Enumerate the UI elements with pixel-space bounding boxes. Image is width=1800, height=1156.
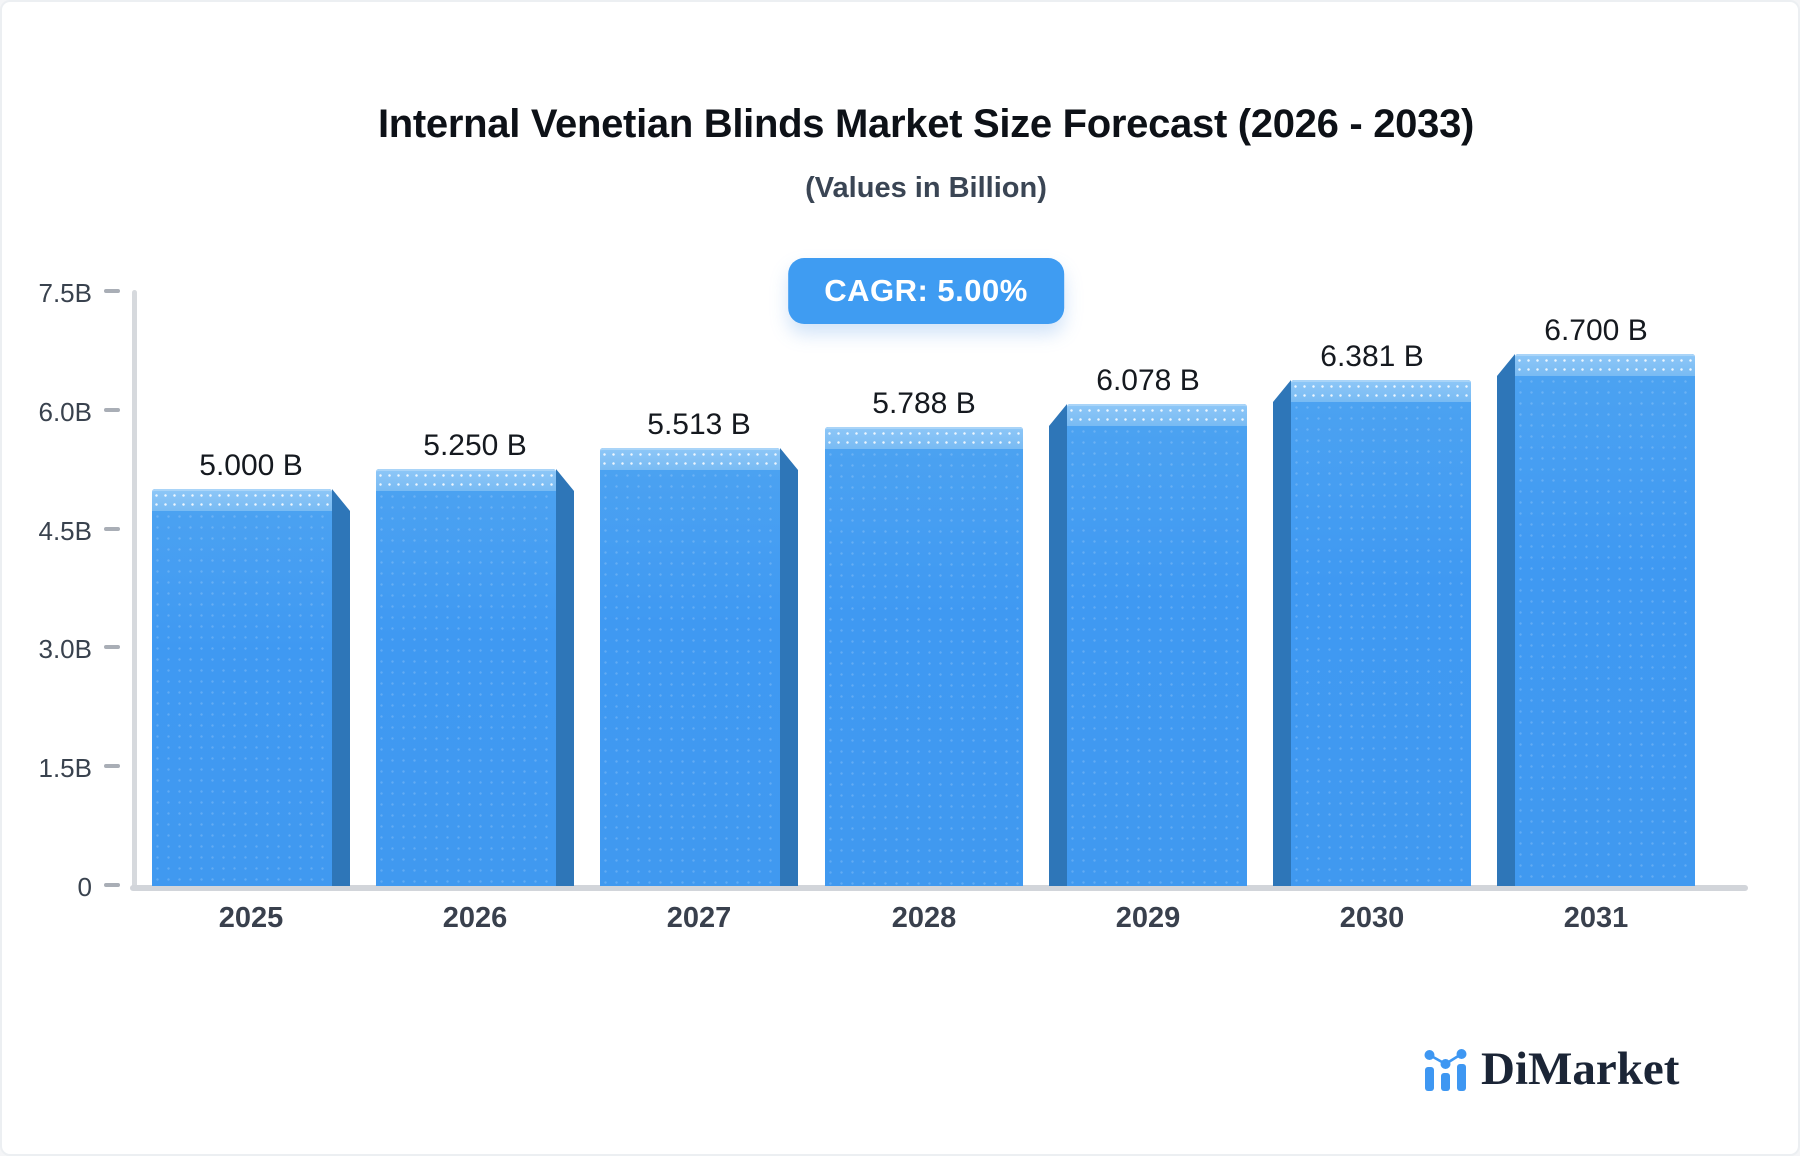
bar-side-face	[1273, 380, 1291, 886]
bar-2027	[600, 448, 798, 886]
bar-top-face	[825, 427, 1023, 449]
bar-top-face	[1067, 404, 1247, 426]
bar-side-face	[332, 489, 350, 886]
x-axis-label: 2025	[218, 902, 284, 934]
cagr-badge: CAGR: 5.00%	[788, 258, 1064, 324]
bar-value-label: 5.000 B	[199, 449, 303, 482]
bar-value-label: 6.381 B	[1320, 340, 1424, 373]
bar-front-face	[1515, 354, 1695, 886]
y-tick-mark	[104, 289, 120, 293]
bar-top-face	[600, 448, 780, 470]
y-tick-label: 7.5B	[38, 278, 93, 308]
bar-2030	[1273, 380, 1471, 886]
y-tick-label: 4.5B	[38, 515, 93, 546]
bar-2031	[1497, 354, 1695, 886]
bar-front-face	[376, 469, 556, 886]
x-axis-label: 2026	[442, 902, 508, 934]
bar-2025	[152, 489, 350, 886]
bar-top-face	[376, 469, 556, 491]
bar-side-face	[556, 469, 574, 886]
x-axis-line	[130, 885, 1748, 891]
chart-subtitle: (Values in Billion)	[805, 172, 1047, 204]
bar-2026	[376, 469, 574, 886]
y-tick-mark	[104, 883, 120, 887]
bar-value-label: 5.513 B	[647, 408, 751, 441]
brand-logo-text: DiMarket	[1481, 1043, 1680, 1095]
bar-top-face	[1515, 354, 1695, 376]
y-tick-label: 3.0B	[38, 634, 93, 665]
x-axis-label: 2028	[891, 902, 957, 934]
y-tick-mark	[104, 526, 120, 531]
bar-top-face	[1291, 380, 1471, 402]
bar-side-face	[780, 448, 798, 886]
bar-side-face	[1049, 404, 1067, 886]
bar-front-face	[1067, 404, 1247, 886]
x-axis-label: 2029	[1115, 902, 1181, 934]
bar-2029	[1049, 404, 1247, 886]
bar-value-label: 6.700 B	[1544, 314, 1648, 347]
x-axis-label: 2030	[1339, 902, 1405, 934]
chart-title: Internal Venetian Blinds Market Size For…	[377, 102, 1475, 146]
bar-value-label: 5.250 B	[423, 429, 527, 462]
y-tick-mark	[104, 407, 120, 412]
bar-value-label: 6.078 B	[1096, 364, 1200, 397]
y-tick-label: 1.5B	[38, 753, 93, 784]
y-tick-label: 0	[77, 872, 92, 902]
y-tick-label: 6.0B	[38, 396, 93, 427]
bar-front-face	[152, 489, 332, 886]
bar-value-label: 5.788 B	[872, 387, 976, 420]
brand-logo: DiMarket	[1422, 1044, 1679, 1094]
bar-front-face	[825, 427, 1023, 886]
bar-2028	[825, 427, 1023, 886]
bar-front-face	[1291, 380, 1471, 886]
bar-top-face	[152, 489, 332, 511]
x-axis-label: 2027	[666, 902, 732, 934]
bar-front-face	[600, 448, 780, 886]
y-tick-mark	[104, 645, 120, 650]
y-axis-line	[132, 290, 137, 891]
x-axis-label: 2031	[1563, 902, 1629, 934]
y-tick-mark	[104, 764, 120, 769]
bar-chart-logo-icon	[1424, 1048, 1467, 1091]
bar-side-face	[1497, 354, 1515, 886]
